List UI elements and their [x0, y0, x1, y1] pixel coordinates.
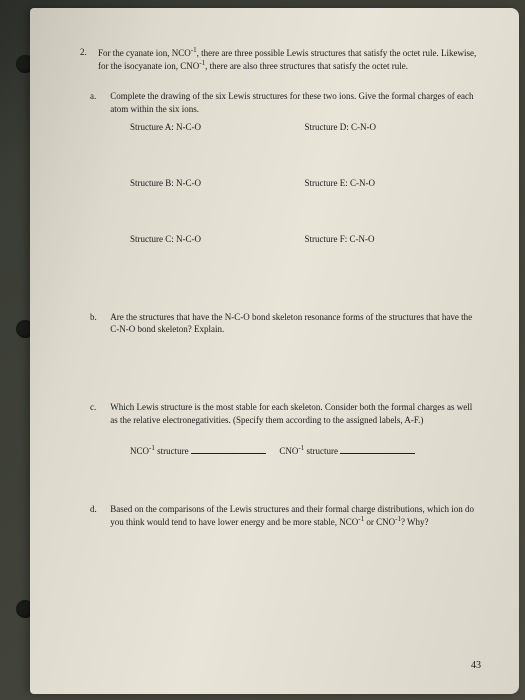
- part-c-text: Which Lewis structure is the most stable…: [110, 401, 477, 425]
- question-2: 2. For the cyanate ion, NCO-1, there are…: [80, 46, 479, 72]
- nco-label: NCO-1 structure: [130, 446, 189, 456]
- structure-row: Structure B: N-C-O Structure E: C-N-O: [130, 177, 479, 189]
- part-a-text: Complete the drawing of the six Lewis st…: [110, 90, 477, 114]
- part-b-label: b.: [90, 311, 108, 323]
- structure-row: Structure A: N-C-O Structure D: C-N-O: [130, 121, 479, 133]
- cno-label: CNO-1 structure: [279, 446, 338, 456]
- structure-e: Structure E: C-N-O: [305, 177, 480, 189]
- part-d-label: d.: [90, 503, 108, 515]
- structure-b: Structure B: N-C-O: [130, 177, 305, 189]
- structure-row: Structure C: N-C-O Structure F: C-N-O: [130, 233, 479, 245]
- page-number: 43: [471, 659, 481, 673]
- structure-d: Structure D: C-N-O: [305, 121, 480, 133]
- part-d: d. Based on the comparisons of the Lewis…: [90, 503, 479, 528]
- part-a-label: a.: [90, 90, 108, 102]
- part-c-answer-line: NCO-1 structure CNO-1 structure: [130, 444, 479, 457]
- question-text: For the cyanate ion, NCO-1, there are th…: [98, 46, 479, 72]
- part-a: a. Complete the drawing of the six Lewis…: [90, 90, 479, 245]
- part-b: b. Are the structures that have the N-C-…: [90, 311, 479, 335]
- part-c: c. Which Lewis structure is the most sta…: [90, 401, 479, 456]
- cno-blank: [340, 445, 415, 454]
- structure-f: Structure F: C-N-O: [305, 233, 480, 245]
- part-d-text: Based on the comparisons of the Lewis st…: [110, 503, 477, 528]
- nco-blank: [191, 445, 266, 454]
- structure-c: Structure C: N-C-O: [130, 233, 305, 245]
- part-c-label: c.: [90, 401, 108, 413]
- part-b-text: Are the structures that have the N-C-O b…: [110, 311, 477, 335]
- structure-a: Structure A: N-C-O: [130, 121, 305, 133]
- worksheet-page: 2. For the cyanate ion, NCO-1, there are…: [30, 8, 519, 694]
- question-number: 2.: [80, 46, 98, 58]
